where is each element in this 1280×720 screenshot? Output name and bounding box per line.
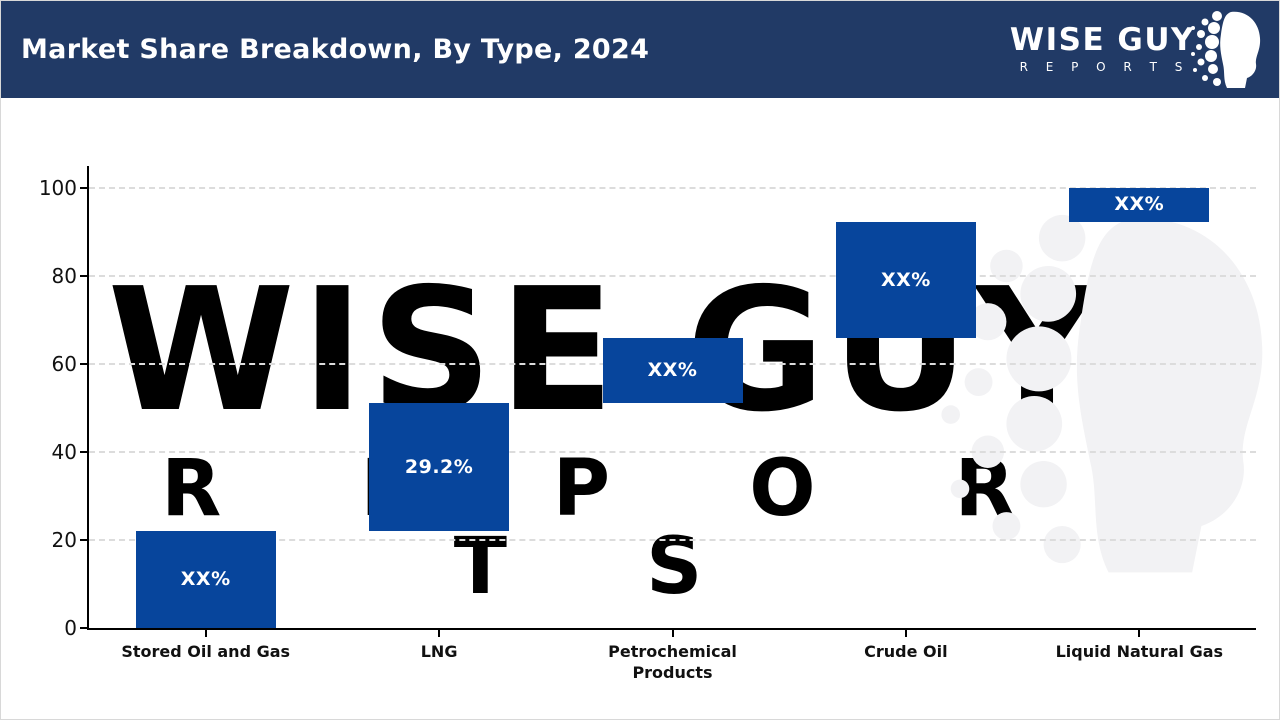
gridline [89,451,1256,453]
gridline [89,539,1256,541]
x-tick-mark [438,630,441,637]
y-tick-label: 20 [51,528,77,552]
bar-value-label: XX% [647,359,698,382]
x-tick-mark [204,630,207,637]
y-tick-label: 60 [51,352,77,376]
x-tick-label: Liquid Natural Gas [1055,642,1224,661]
y-tick-mark [80,275,88,277]
y-tick-label: 0 [64,616,77,640]
y-tick-mark [80,627,88,629]
header-bar: Market Share Breakdown, By Type, 2024 WI… [1,1,1279,98]
x-tick-mark [904,630,907,637]
gridline [89,275,1256,277]
y-tick-label: 100 [38,176,77,200]
wiseguy-logo-text: WISE GUY R E P O R T S [1009,22,1195,75]
wiseguy-head-icon [1191,10,1261,88]
x-tick-label: Petrochemical Products [608,642,737,682]
watermark-subtitle: R E P O R T S [161,444,1071,612]
bar [369,402,510,532]
bar [602,338,743,403]
wiseguy-logo: WISE GUY R E P O R T S [1010,6,1265,94]
y-axis-line [87,166,89,630]
page-title: Market Share Breakdown, By Type, 2024 [21,34,650,65]
bar [1069,188,1210,222]
y-tick-mark [80,363,88,365]
x-tick-label: LNG [420,642,458,661]
logo-wordmark: WISE GUY [1009,22,1195,58]
logo-subtitle: R E P O R T S [1019,60,1190,74]
bar [135,531,276,628]
x-axis-line [87,628,1256,630]
bar-value-label: 29.2% [404,455,474,478]
x-tick-mark [671,630,674,637]
x-tick-label: Stored Oil and Gas [121,642,291,661]
y-tick-mark [80,451,88,453]
bar [835,221,976,339]
gridline [89,187,1256,189]
x-tick-mark [1138,630,1141,637]
y-tick-mark [80,539,88,541]
x-tick-label: Crude Oil [864,642,948,661]
y-tick-mark [80,187,88,189]
y-tick-label: 80 [51,264,77,288]
bar-value-label: XX% [1114,193,1165,215]
y-tick-label: 40 [51,440,77,464]
bar-value-label: XX% [180,568,231,591]
bar-value-label: XX% [880,268,931,291]
watermark-head-icon [941,214,1263,573]
